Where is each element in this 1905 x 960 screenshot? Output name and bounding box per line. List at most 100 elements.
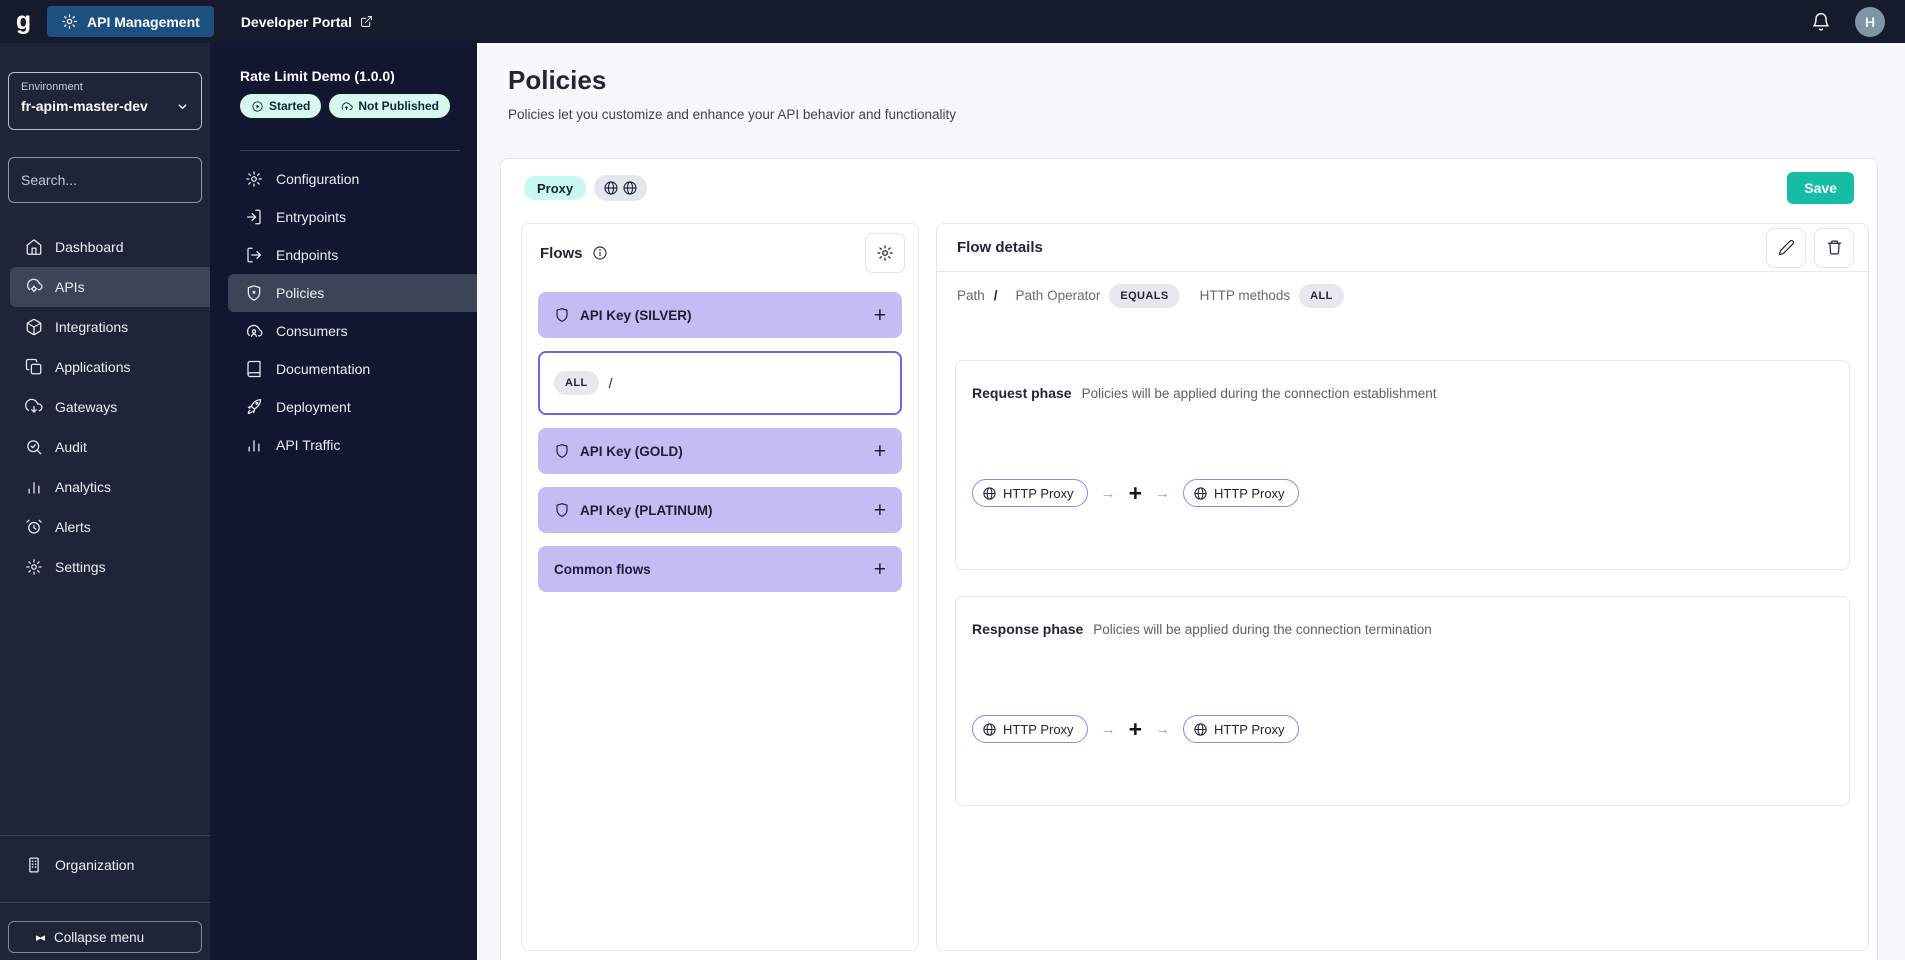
log-in-icon <box>246 209 261 225</box>
sidebar-item-label: Applications <box>55 359 131 375</box>
cloud-download-icon <box>25 398 43 413</box>
sidebar-item-audit[interactable]: Audit <box>10 427 210 467</box>
flow-details-panel: Flow details Path / Path Operator EQU <box>936 223 1869 951</box>
sidebar-item-dashboard[interactable]: Dashboard <box>10 227 210 267</box>
sidebar-divider <box>240 150 460 151</box>
response-phase-card: Response phase Policies will be applied … <box>955 596 1850 806</box>
sidebar-item-label: Alerts <box>55 519 91 535</box>
globe-icon <box>1194 722 1207 736</box>
bar-chart-icon <box>248 440 260 452</box>
api-menu-item-api-traffic[interactable]: API Traffic <box>228 426 477 464</box>
developer-portal-link[interactable]: Developer Portal <box>241 14 373 30</box>
path-operator-label: Path Operator <box>1015 288 1101 303</box>
top-bar: g API Management Developer Portal H <box>0 0 1905 43</box>
add-flow-icon[interactable]: + <box>873 557 886 581</box>
phase-description: Policies will be applied during the conn… <box>1093 622 1432 637</box>
play-circle-icon <box>252 100 263 112</box>
sidebar-item-settings[interactable]: Settings <box>10 547 210 587</box>
collapse-menu-label: Collapse menu <box>54 929 145 945</box>
add-flow-icon[interactable]: + <box>873 498 886 522</box>
cloud-api-icon <box>27 278 43 293</box>
shield-icon <box>556 503 568 517</box>
policy-chip-http-proxy[interactable]: HTTP Proxy <box>1183 479 1299 507</box>
add-flow-icon[interactable]: + <box>873 303 886 327</box>
http-methods-value-badge: ALL <box>1299 283 1344 308</box>
flow-item-api-key-gold[interactable]: API Key (GOLD) + <box>538 428 902 474</box>
api-menu-item-entrypoints[interactable]: Entrypoints <box>228 198 477 236</box>
edit-flow-button[interactable] <box>1766 227 1806 268</box>
api-menu-item-deployment[interactable]: Deployment <box>228 388 477 426</box>
policy-chip-label: HTTP Proxy <box>1003 485 1074 501</box>
sidebar-item-applications[interactable]: Applications <box>10 347 210 387</box>
sidebar-item-integrations[interactable]: Integrations <box>10 307 210 347</box>
book-icon <box>247 360 261 378</box>
main-content: Policies Policies let you customize and … <box>477 43 1905 960</box>
search-check-icon <box>27 440 42 455</box>
alarm-clock-icon <box>26 519 42 534</box>
api-menu-item-consumers[interactable]: Consumers <box>228 312 477 350</box>
sidebar-item-alerts[interactable]: Alerts <box>10 507 210 547</box>
chevron-down-icon <box>178 103 187 109</box>
policy-chip-label: HTTP Proxy <box>1214 721 1285 737</box>
home-icon <box>26 239 42 255</box>
policy-chip-label: HTTP Proxy <box>1214 485 1285 501</box>
sidebar-item-apis[interactable]: APIs <box>10 267 210 307</box>
flow-arrow-icon: → <box>1155 720 1170 738</box>
policy-chip-http-proxy[interactable]: HTTP Proxy <box>972 479 1088 507</box>
phase-description: Policies will be applied during the conn… <box>1081 386 1437 401</box>
environment-selector[interactable]: Environment fr-apim-master-dev <box>8 72 202 130</box>
path-operator-value-badge: EQUALS <box>1109 283 1180 308</box>
globe-icon <box>983 722 996 736</box>
notifications-bell-icon[interactable] <box>1811 12 1831 32</box>
flow-item-label: API Key (GOLD) <box>580 443 683 459</box>
api-management-button[interactable]: API Management <box>47 6 214 37</box>
add-flow-icon[interactable]: + <box>873 439 886 463</box>
api-menu-item-documentation[interactable]: Documentation <box>228 350 477 388</box>
flow-arrow-icon: → <box>1155 484 1170 502</box>
entrypoints-badge <box>594 175 648 201</box>
flow-item-api-key-silver[interactable]: API Key (SILVER) + <box>538 292 902 338</box>
sidebar-item-analytics[interactable]: Analytics <box>10 467 210 507</box>
shield-icon <box>556 444 568 458</box>
api-menu-item-label: Configuration <box>276 171 360 187</box>
api-menu-item-endpoints[interactable]: Endpoints <box>228 236 477 274</box>
status-badge-not-published: Not Published <box>329 94 451 118</box>
user-avatar[interactable]: H <box>1855 6 1885 37</box>
policy-chip-http-proxy[interactable]: HTTP Proxy <box>972 715 1088 743</box>
flow-list: API Key (SILVER) + ALL / API Key (GOLD) … <box>538 292 902 592</box>
add-policy-button[interactable]: + <box>1128 715 1142 742</box>
flow-item-api-key-platinum[interactable]: API Key (PLATINUM) + <box>538 487 902 533</box>
globe-icon <box>983 486 996 500</box>
search-input[interactable] <box>21 172 202 188</box>
environment-label: Environment <box>21 81 83 93</box>
avatar-initial: H <box>1864 13 1876 30</box>
delete-flow-button[interactable] <box>1814 227 1854 268</box>
policy-chip-http-proxy[interactable]: HTTP Proxy <box>1183 715 1299 743</box>
proxy-badge: Proxy <box>524 176 587 200</box>
globe-icon <box>623 181 637 195</box>
api-menu-item-label: Documentation <box>276 361 371 377</box>
collapse-menu-button[interactable]: ▸◂ Collapse menu <box>8 921 202 953</box>
save-button[interactable]: Save <box>1787 172 1854 204</box>
request-policy-chain: HTTP Proxy → + → HTTP Proxy <box>972 479 1299 507</box>
flows-settings-button[interactable] <box>865 233 905 273</box>
cube-icon <box>26 318 42 336</box>
copy-icon <box>25 358 42 375</box>
sidebar-item-organization[interactable]: Organization <box>10 845 210 885</box>
api-menu-item-configuration[interactable]: Configuration <box>228 160 477 198</box>
flow-item-common-flows[interactable]: Common flows + <box>538 546 902 592</box>
sidebar-item-gateways[interactable]: Gateways <box>10 387 210 427</box>
policy-studio-card: Proxy Save Flows <box>500 158 1878 960</box>
globe-icon <box>1194 486 1207 500</box>
api-menu-item-policies[interactable]: Policies <box>228 274 477 312</box>
flow-item-label: Common flows <box>554 561 651 577</box>
gear-icon <box>26 559 42 575</box>
sidebar-item-label: Dashboard <box>55 239 124 255</box>
info-icon[interactable] <box>592 245 608 261</box>
sidebar-search <box>8 157 202 203</box>
flow-item-selected[interactable]: ALL / <box>538 351 902 415</box>
flows-header: Flows <box>522 224 918 282</box>
add-policy-button[interactable]: + <box>1128 479 1142 506</box>
gravitee-logo[interactable]: g <box>15 7 32 35</box>
